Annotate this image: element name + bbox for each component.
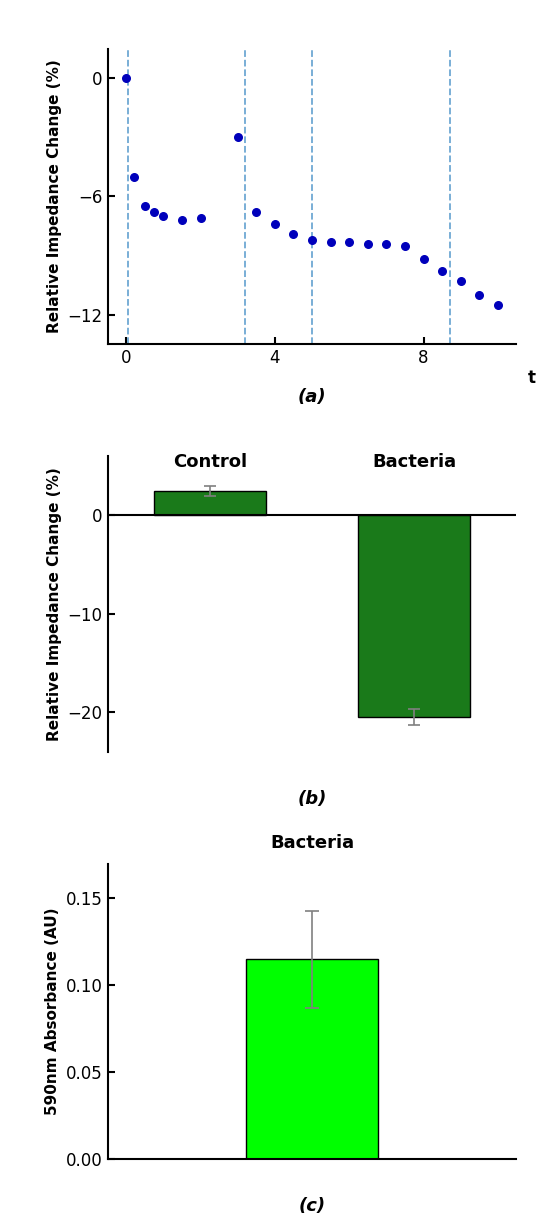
Point [159, 206, 168, 226]
Text: (c): (c) [299, 1197, 325, 1215]
Point [129, 167, 138, 187]
Point [252, 203, 260, 222]
Bar [358, 515, 470, 717]
Point [122, 68, 131, 88]
Point [475, 285, 484, 305]
Text: Control: Control [173, 453, 247, 471]
Y-axis label: 590nm Absorbance (AU): 590nm Absorbance (AU) [45, 908, 60, 1115]
Text: (a): (a) [298, 388, 327, 406]
Point [233, 128, 242, 148]
Text: t (h): t (h) [528, 370, 538, 387]
Point [419, 250, 428, 270]
Bar [154, 490, 266, 515]
Y-axis label: Relative Impedance Change (%): Relative Impedance Change (%) [47, 467, 62, 741]
Point [456, 271, 465, 290]
Point [178, 210, 186, 229]
Text: Bacteria: Bacteria [372, 453, 456, 471]
Point [364, 234, 372, 254]
Point [382, 234, 391, 254]
Point [196, 209, 205, 228]
Y-axis label: Relative Impedance Change (%): Relative Impedance Change (%) [47, 60, 62, 333]
Point [308, 231, 316, 250]
Point [401, 235, 409, 255]
Point [345, 232, 353, 251]
Point [150, 203, 158, 222]
Text: Bacteria: Bacteria [270, 834, 354, 852]
Point [271, 215, 279, 234]
Point [327, 232, 335, 251]
Point [493, 295, 502, 315]
Point [438, 261, 447, 281]
Point [140, 196, 149, 216]
Point [289, 224, 298, 244]
Text: (b): (b) [298, 789, 327, 808]
Bar [246, 959, 379, 1159]
